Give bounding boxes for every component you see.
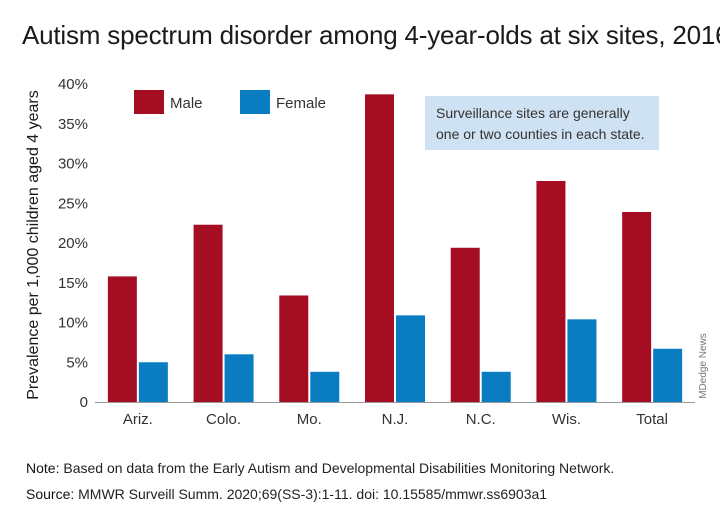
x-tick-label: Mo. [297, 411, 322, 428]
y-axis-ticks: 0 5% 10% 15% 20% 25% 30% 35% 40% [58, 76, 88, 411]
legend-label-male: Male [170, 95, 203, 112]
bar-male-nc [450, 247, 480, 402]
y-tick-label: 35% [58, 116, 88, 133]
note-box-background [425, 96, 659, 150]
footnote-note-text: Based on data from the Early Autism and … [63, 460, 615, 476]
y-axis-label-group: Prevalence per 1,000 children aged 4 yea… [25, 90, 42, 400]
bar-male-mo [279, 295, 309, 402]
bar-male-colo [193, 224, 223, 402]
y-tick-label: 20% [58, 235, 88, 252]
bar-male-wis [536, 180, 566, 402]
bar-female-total [653, 348, 683, 402]
y-axis-label: Prevalence per 1,000 children aged 4 yea… [25, 90, 42, 400]
bar-female-colo [224, 354, 254, 402]
legend-label-female: Female [276, 95, 326, 112]
watermark-group: MDedge News [698, 333, 709, 399]
bar-female-wis [567, 319, 597, 402]
footnote-source-text: MMWR Surveill Summ. 2020;69(SS-3):1-11. … [78, 486, 548, 502]
y-tick-label: 0 [80, 394, 88, 411]
bar-male-nj [365, 94, 394, 403]
bar-female-mo [310, 371, 340, 402]
x-tick-label: Wis. [552, 411, 581, 428]
note-box: Surveillance sites are generally one or … [425, 96, 659, 150]
y-tick-label: 40% [58, 76, 88, 93]
footnote-note-label: Note: [26, 460, 60, 476]
x-tick-label: Total [636, 411, 668, 428]
legend-swatch-female [240, 90, 270, 114]
bar-male-ariz [107, 276, 137, 402]
bar-male-total [622, 211, 652, 402]
bar-female-nc [481, 371, 511, 402]
bar-series [107, 94, 683, 403]
bar-female-ariz [138, 362, 168, 402]
y-tick-label: 30% [58, 156, 88, 173]
x-tick-label: N.C. [466, 411, 496, 428]
footnote-note: Note: Based on data from the Early Autis… [26, 460, 614, 476]
x-tick-label: N.J. [382, 411, 409, 428]
x-tick-label: Ariz. [123, 411, 153, 428]
y-tick-label: 15% [58, 275, 88, 292]
x-axis-ticks: Ariz. Colo. Mo. N.J. N.C. Wis. Total [123, 411, 668, 428]
legend: Male Female [134, 90, 326, 114]
footnote-source-label: Source: [26, 486, 75, 502]
note-box-line-2: one or two counties in each state. [436, 126, 645, 142]
y-tick-label: 25% [58, 195, 88, 212]
watermark: MDedge News [698, 333, 709, 399]
note-box-line-1: Surveillance sites are generally [436, 105, 630, 121]
y-tick-label: 10% [58, 315, 88, 332]
y-tick-label: 5% [66, 354, 88, 371]
chart-title: Autism spectrum disorder among 4-year-ol… [22, 20, 720, 50]
x-tick-label: Colo. [206, 411, 241, 428]
footnote-source: Source: MMWR Surveill Summ. 2020;69(SS-3… [26, 486, 547, 502]
bar-female-nj [396, 315, 425, 402]
legend-swatch-male [134, 90, 164, 114]
